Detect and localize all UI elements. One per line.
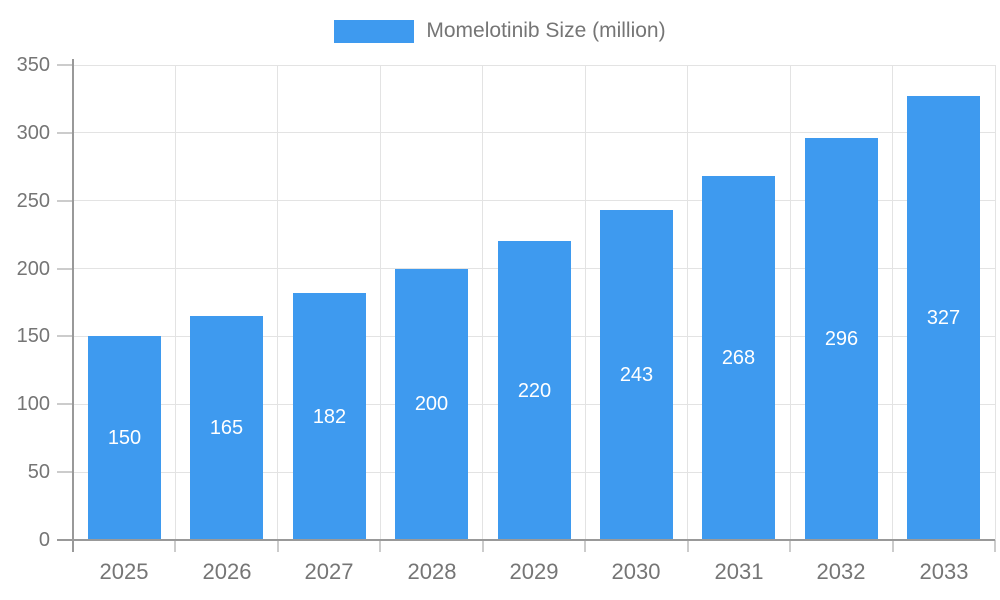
x-gridline (687, 65, 689, 540)
bar-2027[interactable]: 182 (293, 293, 366, 540)
bar-value-label: 220 (517, 379, 552, 402)
legend-label: Momelotinib Size (million) (426, 19, 666, 42)
x-axis-label: 2033 (919, 559, 969, 584)
y-axis-label: 50 (27, 461, 50, 484)
legend-swatch-icon (334, 19, 415, 43)
x-axis-tick (994, 540, 996, 552)
x-axis-label: 2026 (202, 559, 252, 584)
bar-value-label: 327 (926, 307, 961, 330)
bar-2029[interactable]: 220 (498, 241, 571, 540)
y-axis-tick (57, 131, 73, 134)
x-axis-label: 2032 (816, 559, 866, 584)
bar-2028[interactable]: 200 (395, 268, 468, 540)
y-gridline (73, 64, 995, 66)
x-gridline (174, 65, 176, 540)
x-axis-label: 2030 (611, 559, 661, 584)
x-axis-label: 2028 (407, 559, 457, 584)
x-gridline (277, 65, 279, 540)
x-gridline (482, 65, 484, 540)
bar-2025[interactable]: 150 (88, 336, 161, 540)
y-axis-line (72, 59, 74, 552)
x-gridline (584, 65, 586, 540)
y-axis-tick (57, 403, 73, 406)
y-axis-tick (57, 64, 73, 66)
bar-value-label: 296 (824, 328, 859, 351)
x-axis-line (57, 539, 995, 541)
x-gridline (994, 65, 996, 540)
x-gridline (892, 65, 894, 540)
bar-2026[interactable]: 165 (190, 316, 263, 540)
bar-2030[interactable]: 243 (600, 210, 673, 540)
bar-value-label: 243 (619, 364, 654, 387)
y-axis-label: 150 (16, 325, 50, 348)
y-axis-label: 100 (16, 393, 50, 416)
bar-value-label: 268 (721, 347, 756, 370)
x-axis-tick (891, 540, 894, 552)
bar-2032[interactable]: 296 (805, 138, 878, 540)
x-gridline (379, 65, 381, 540)
x-axis-tick (789, 540, 792, 552)
x-axis-tick (584, 540, 587, 552)
y-axis-label: 300 (16, 121, 50, 144)
bar-value-label: 165 (209, 417, 244, 440)
bar-value-label: 200 (414, 393, 449, 416)
x-axis-tick (481, 540, 484, 552)
bar-value-label: 150 (107, 427, 142, 450)
y-axis-tick (57, 471, 73, 474)
x-axis-label: 2025 (99, 559, 149, 584)
x-axis-tick (174, 540, 177, 552)
x-axis-tick (686, 540, 689, 552)
chart-legend[interactable]: Momelotinib Size (million) (0, 17, 1000, 45)
x-axis-tick (379, 540, 382, 552)
y-axis-tick (57, 267, 73, 270)
bar-2031[interactable]: 268 (702, 176, 775, 540)
y-axis-label: 250 (16, 189, 50, 212)
y-axis-label: 200 (16, 257, 50, 280)
bar-value-label: 182 (312, 405, 347, 428)
x-axis-label: 2027 (304, 559, 354, 584)
x-gridline (789, 65, 791, 540)
y-axis-tick (57, 335, 73, 338)
x-axis-label: 2031 (714, 559, 764, 584)
y-axis-label: 350 (16, 54, 50, 76)
y-axis-tick (57, 199, 73, 202)
bar-2033[interactable]: 327 (907, 96, 980, 540)
x-axis-label: 2029 (509, 559, 559, 584)
y-gridline (73, 132, 995, 134)
y-gridline (73, 200, 995, 202)
x-axis-tick (276, 540, 279, 552)
y-axis-label: 0 (38, 529, 50, 551)
